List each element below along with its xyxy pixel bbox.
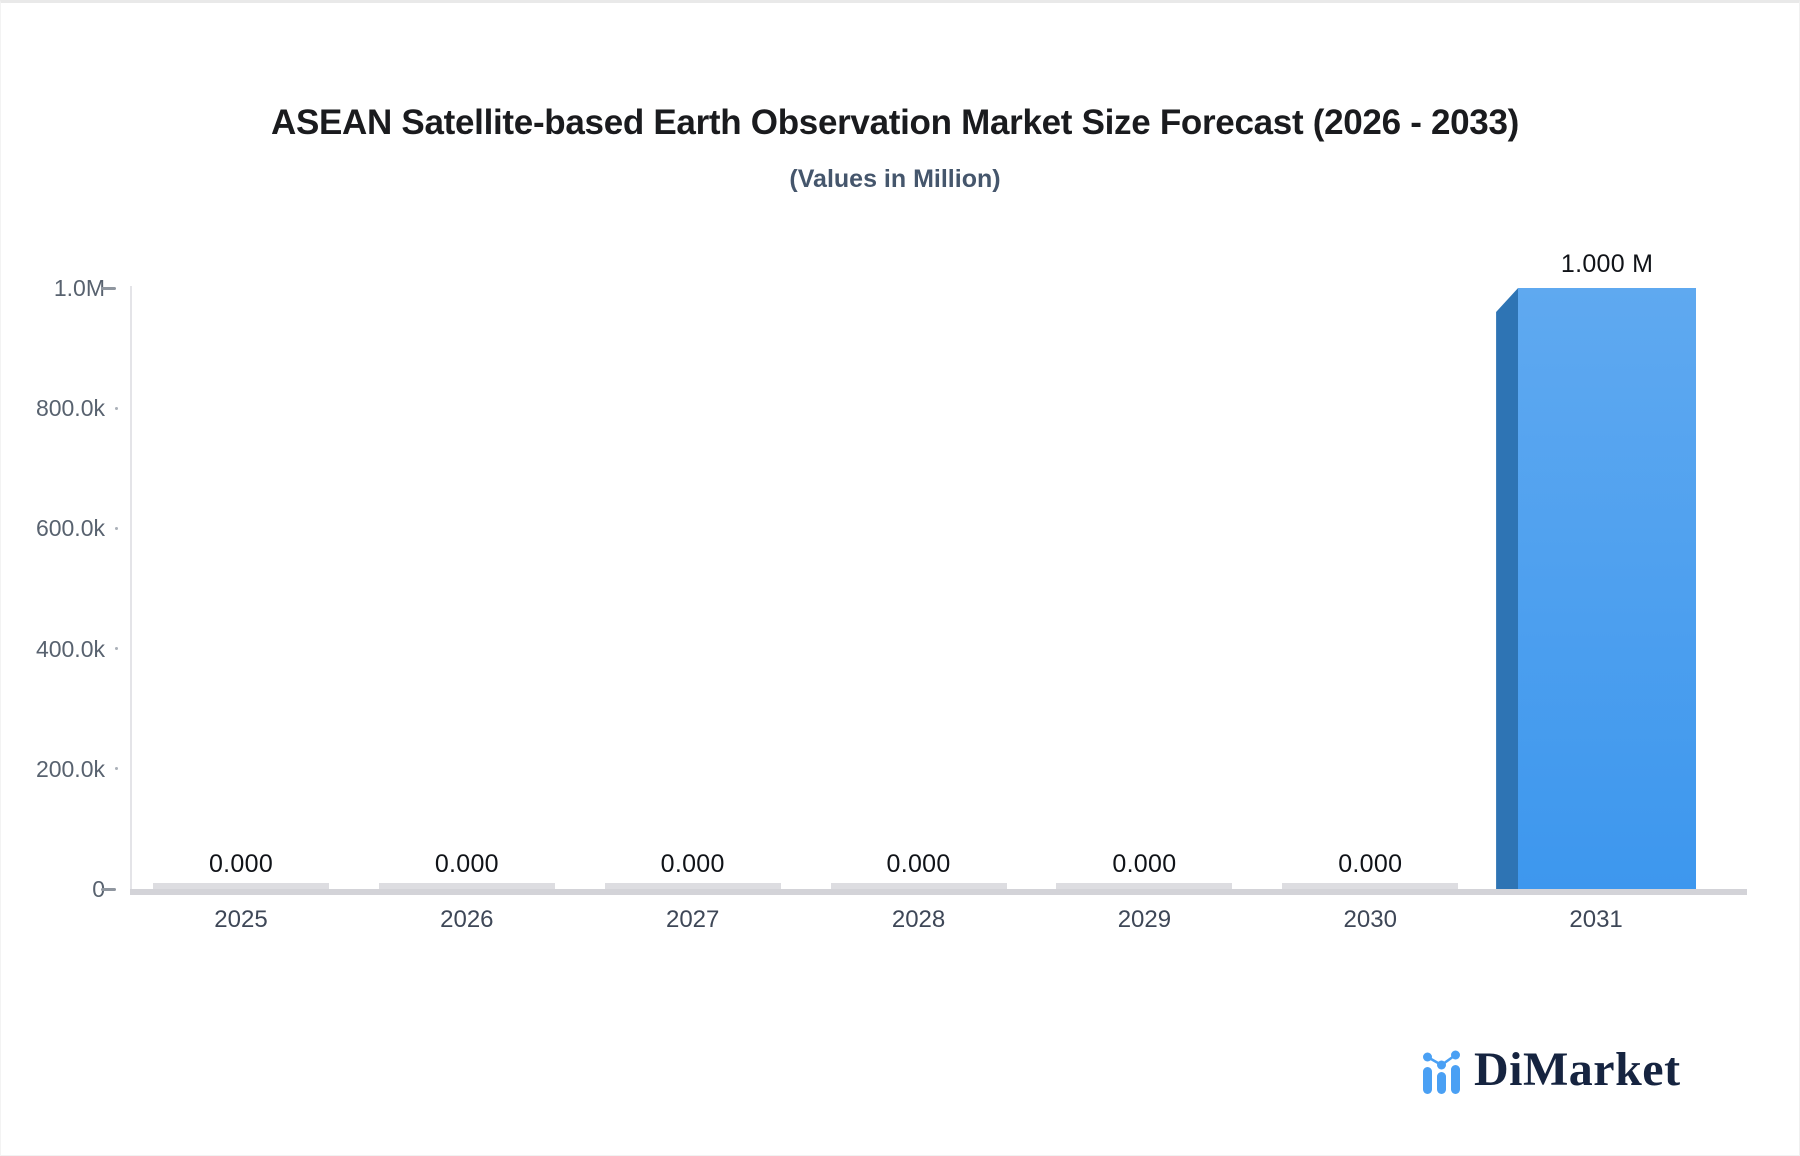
chart-subtitle: (Values in Million)	[789, 164, 1001, 193]
bar-side-2031[interactable]	[1496, 288, 1519, 889]
x-tick-label-2025: 2025	[214, 906, 268, 933]
x-tick-label-2030: 2030	[1343, 906, 1397, 933]
x-tick-label-2028: 2028	[891, 906, 946, 933]
x-tick-label-2027: 2027	[665, 906, 720, 933]
y-tick-mark	[115, 406, 118, 410]
bar-value-label: 0.000	[1338, 850, 1403, 878]
x-axis-line	[130, 889, 1747, 895]
x-tick-label-2029: 2029	[1117, 906, 1172, 933]
bar-value-label: 0.000	[660, 850, 725, 878]
y-tick-mark	[101, 286, 116, 290]
y-tick-label: 800.0k	[35, 395, 105, 422]
y-tick-label: 1.0M	[53, 275, 105, 301]
y-axis-line	[130, 286, 132, 895]
bar-2026[interactable]	[378, 883, 555, 889]
y-tick-mark	[101, 887, 116, 891]
y-tick-label: 0	[92, 876, 105, 902]
bar-2027[interactable]	[604, 883, 781, 889]
y-tick-label: 400.0k	[35, 635, 105, 662]
y-tick-mark	[115, 647, 118, 651]
y-tick-label: 200.0k	[35, 755, 105, 782]
bar-2031[interactable]	[1518, 288, 1697, 889]
x-tick-label-2026: 2026	[440, 906, 494, 933]
chart-title: ASEAN Satellite-based Earth Observation …	[270, 103, 1519, 142]
bar-line-chart-icon	[1423, 1050, 1460, 1094]
plot-area: 0 200.0k 400.0k 600.0k 800.0k 1.0M 0.000 2025 0.…	[1, 3, 1799, 1155]
bar-2028[interactable]	[830, 883, 1007, 889]
bar-2030[interactable]	[1282, 883, 1459, 889]
bar-value-label: 0.000	[1112, 850, 1177, 878]
brand-logo[interactable]: DiMarket	[1421, 1039, 1711, 1109]
bar-value-label: 0.000	[208, 850, 274, 878]
bar-2029[interactable]	[1056, 883, 1233, 889]
y-tick-mark	[115, 767, 118, 771]
y-tick-mark	[115, 526, 118, 530]
bar-value-label: 1.000 M	[1560, 250, 1654, 278]
bar-2025[interactable]	[153, 883, 329, 889]
y-tick-label: 600.0k	[35, 515, 105, 542]
brand-name: DiMarket	[1474, 1043, 1681, 1096]
x-tick-label-2031: 2031	[1569, 906, 1623, 933]
bar-value-label: 0.000	[434, 850, 499, 878]
title-block: ASEAN Satellite-based Earth Observation …	[31, 101, 1759, 194]
bar-value-label: 0.000	[886, 850, 951, 878]
